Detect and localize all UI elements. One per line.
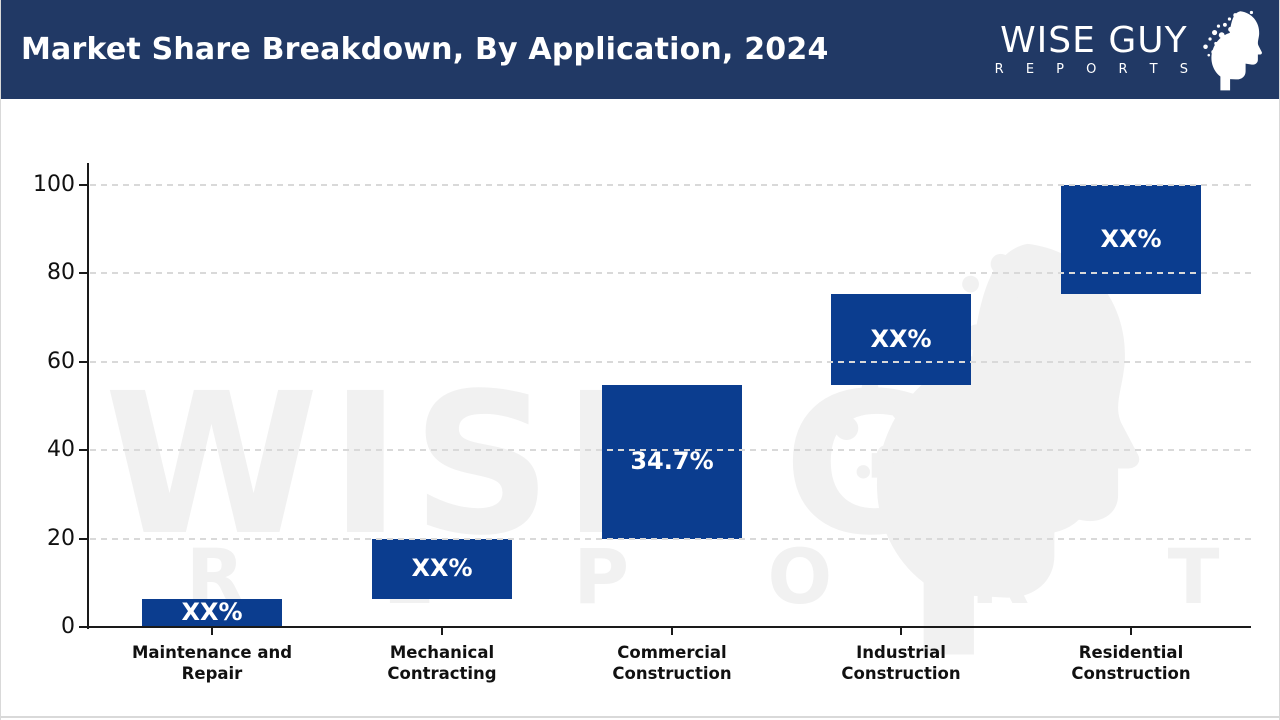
y-tick-label: 0 (61, 614, 75, 639)
bar (142, 599, 282, 627)
x-category-label: Commercial Construction (612, 643, 732, 683)
logo-name: WISE GUY (1000, 20, 1188, 62)
y-tick-label: 100 (33, 172, 75, 197)
x-category-label: Mechanical Contracting (387, 643, 497, 683)
bar-value-label: XX% (411, 553, 473, 582)
x-tick-mark (441, 628, 443, 635)
bar-value-label: XX% (1100, 224, 1162, 253)
x-category-label: Residential Construction (1071, 643, 1191, 683)
logo-subtitle: R E P O R T S (994, 61, 1197, 77)
y-axis-spine (87, 162, 89, 629)
bar-value-label: XX% (870, 324, 932, 353)
gridline (90, 272, 1251, 275)
gridline (90, 360, 1251, 363)
x-tick-mark (671, 628, 673, 635)
gridline (90, 537, 1251, 540)
x-tick-mark (1130, 628, 1132, 635)
gridline (90, 184, 1251, 186)
y-tick-mark (79, 360, 87, 363)
chart-plot-area: WISE GU R E P O R T S 020406080100XX%Mai… (1, 99, 1279, 720)
x-category-label: Maintenance and Repair (131, 643, 293, 683)
bar (372, 538, 512, 600)
y-tick-mark (79, 449, 87, 452)
x-axis-spine (87, 626, 1251, 628)
bar-value-label: XX% (181, 598, 243, 627)
bar (1061, 185, 1201, 295)
logo-text: WISE GUY R E P O R T S (991, 22, 1197, 77)
y-tick-label: 40 (47, 437, 75, 463)
y-tick-label: 80 (47, 260, 75, 286)
bar-value-label: 34.7% (630, 446, 714, 475)
watermark-text-line2: R E P O R T S (186, 532, 1279, 621)
gridline (90, 449, 1251, 452)
y-tick-mark (79, 272, 87, 275)
y-tick-mark (79, 537, 87, 540)
dotted-head-profile-icon (1203, 10, 1262, 90)
page-bottom-border (1, 716, 1279, 718)
x-tick-mark (211, 628, 213, 635)
bar (831, 294, 971, 386)
y-tick-label: 60 (47, 348, 75, 374)
y-tick-mark (79, 626, 87, 628)
x-category-label: Industrial Construction (841, 643, 961, 683)
wise-guy-reports-logo: WISE GUY R E P O R T S (991, 8, 1267, 92)
bar (602, 385, 742, 539)
y-tick-label: 20 (47, 525, 75, 551)
header-bar: Market Share Breakdown, By Application, … (1, 0, 1279, 99)
y-tick-mark (79, 184, 87, 186)
x-tick-mark (900, 628, 902, 635)
page-title: Market Share Breakdown, By Application, … (21, 32, 829, 67)
